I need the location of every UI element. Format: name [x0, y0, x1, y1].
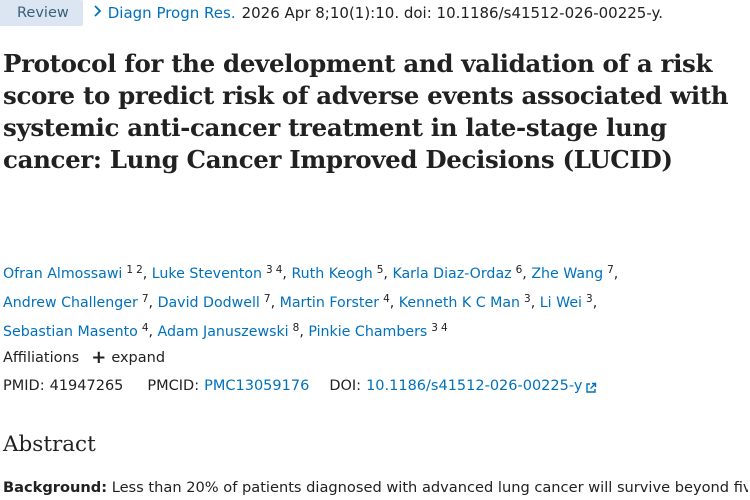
author-entry: David Dodwell 7 — [157, 293, 271, 311]
affiliation-number[interactable]: 1 — [126, 264, 134, 276]
affiliation-number[interactable]: 3 — [266, 264, 273, 276]
author-link[interactable]: Andrew Challenger — [3, 295, 138, 311]
doi-label: DOI: — [329, 378, 362, 394]
doi-link[interactable]: 10.1186/s41512-026-00225-y — [366, 378, 583, 394]
affiliation-number[interactable]: 3 — [586, 293, 593, 305]
affiliation-number[interactable]: 4 — [275, 264, 283, 276]
author-link[interactable]: Ofran Almossawi — [3, 266, 123, 282]
affiliation-number[interactable]: 3 — [431, 322, 438, 334]
author-link[interactable]: Adam Januszewski — [157, 324, 289, 340]
affiliations-label: Affiliations — [3, 350, 80, 366]
author-link[interactable]: Luke Steventon — [151, 266, 263, 282]
author-entry: Pinkie Chambers 3 4 — [308, 322, 448, 340]
author-entry: Kenneth K C Man 3 — [398, 293, 531, 311]
author-link[interactable]: Kenneth K C Man — [398, 295, 521, 311]
author-entry: Ofran Almossawi 1 2 — [3, 264, 143, 282]
author-entry: Zhe Wang 7 — [531, 264, 614, 282]
pmcid-label: PMCID: — [147, 378, 200, 394]
author-link[interactable]: David Dodwell — [157, 295, 260, 311]
abstract-heading: Abstract — [3, 432, 96, 457]
author-entry: Adam Januszewski 8 — [157, 322, 300, 340]
background-label: Background: — [3, 479, 108, 496]
affiliation-number[interactable]: 7 — [263, 293, 271, 305]
author-link[interactable]: Sebastian Masento — [3, 324, 138, 340]
author-link[interactable]: Karla Diaz-Ordaz — [392, 266, 512, 282]
authors-list: Ofran Almossawi 1 2, Luke Steventon 3 4, Rut… — [3, 264, 619, 340]
affiliation-number[interactable]: 2 — [136, 264, 143, 276]
abstract-background: Background: Less than 20% of patients di… — [3, 477, 748, 499]
author-entry: Karla Diaz-Ordaz 6 — [392, 264, 523, 282]
affiliation-number[interactable]: 7 — [141, 293, 149, 305]
pmid-value: 41947265 — [49, 378, 124, 394]
author-entry: Martin Forster 4 — [279, 293, 390, 311]
plus-icon[interactable]: + — [91, 347, 107, 368]
pmid-label: PMID: — [3, 378, 45, 394]
author-entry: Ruth Keogh 5 — [291, 264, 384, 282]
author-link[interactable]: Pinkie Chambers — [308, 324, 428, 340]
affiliation-number[interactable]: 4 — [440, 322, 448, 334]
affiliation-number[interactable]: 7 — [607, 264, 614, 276]
author-link[interactable]: Li Wei — [539, 295, 582, 311]
author-entry: Andrew Challenger 7 — [3, 293, 149, 311]
author-link[interactable]: Zhe Wang — [531, 266, 604, 282]
identifiers-row: PMID: 41947265 PMCID: PMC13059176 DOI: 1… — [3, 376, 597, 396]
background-text: Less than 20% of patients diagnosed with… — [111, 479, 748, 496]
affiliation-number[interactable]: 6 — [515, 264, 523, 276]
citation-bar: Review Diagn Progn Res. 2026 Apr 8;10(1)… — [0, 0, 663, 26]
affiliation-number[interactable]: 5 — [376, 264, 384, 276]
article-title: Protocol for the development and validat… — [3, 49, 729, 174]
journal-link[interactable]: Diagn Progn Res. — [107, 4, 236, 22]
affiliation-number[interactable]: 8 — [292, 322, 300, 334]
author-entry: Sebastian Masento 4 — [3, 322, 149, 340]
affiliations-expand-button[interactable]: expand — [111, 350, 166, 366]
author-entry: Luke Steventon 3 4 — [151, 264, 283, 282]
affiliation-number[interactable]: 4 — [141, 322, 149, 334]
external-link-icon[interactable] — [585, 380, 597, 393]
chevron-right-icon[interactable] — [93, 5, 105, 21]
pmcid-link[interactable]: PMC13059176 — [204, 378, 310, 394]
author-link[interactable]: Ruth Keogh — [291, 266, 373, 282]
affiliation-number[interactable]: 4 — [383, 293, 390, 305]
citation-text: 2026 Apr 8;10(1):10. doi: 10.1186/s41512… — [241, 4, 663, 22]
author-entry: Li Wei 3 — [539, 293, 593, 311]
affiliation-number[interactable]: 3 — [524, 293, 531, 305]
publication-type-badge: Review — [0, 0, 83, 26]
author-link[interactable]: Martin Forster — [279, 295, 380, 311]
affiliations-row: Affiliations + expand — [3, 348, 165, 368]
